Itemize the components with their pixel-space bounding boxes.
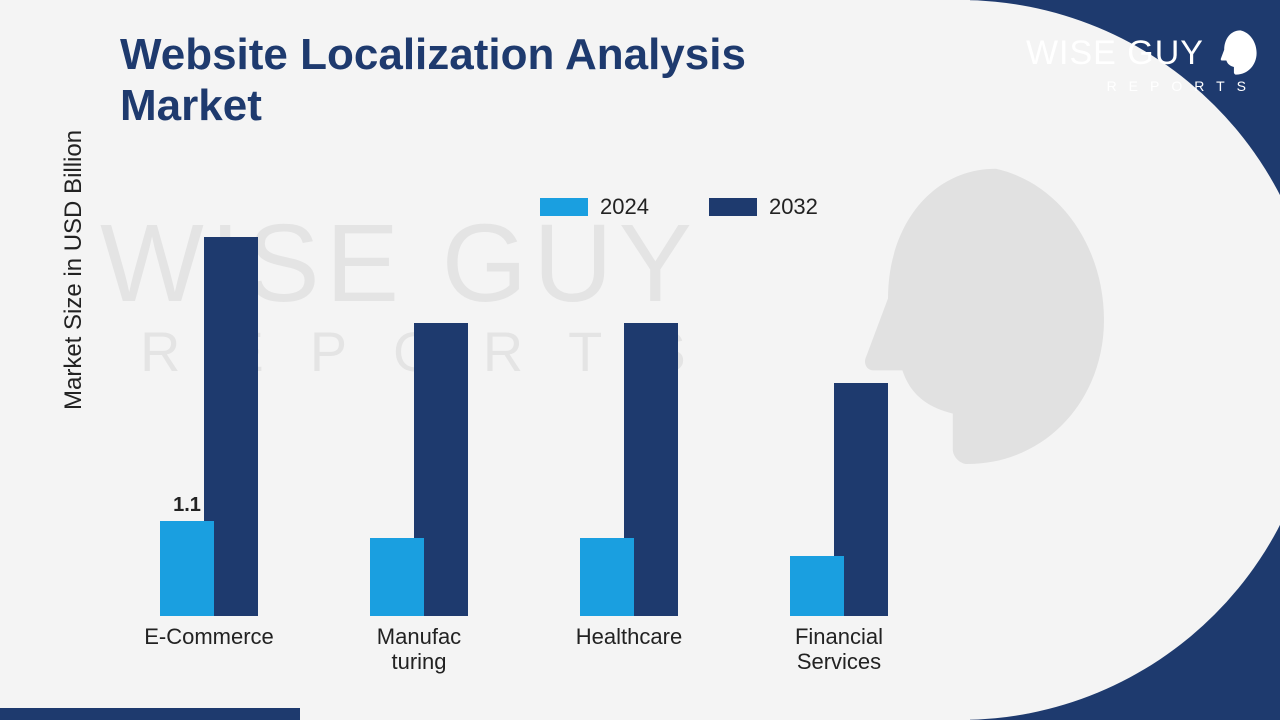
bottom-accent-bar bbox=[0, 708, 300, 720]
chart-canvas: WISE GUY REPORTS Website Localization An… bbox=[0, 0, 1280, 720]
x-axis-label: Healthcare bbox=[549, 624, 709, 649]
x-axis-label: FinancialServices bbox=[759, 624, 919, 675]
bar-2024 bbox=[160, 521, 214, 616]
legend-label-2024: 2024 bbox=[600, 194, 649, 220]
bar-2024 bbox=[580, 538, 634, 616]
bar-2024 bbox=[790, 556, 844, 616]
legend-swatch-2032 bbox=[709, 198, 757, 216]
plot-area: 1.1 bbox=[110, 228, 990, 616]
bar-2024 bbox=[370, 538, 424, 616]
legend-item-2024: 2024 bbox=[540, 194, 649, 220]
x-axis-label: E-Commerce bbox=[129, 624, 289, 649]
brand-logo: WISE GUY REPORTS bbox=[1026, 26, 1262, 94]
y-axis-label: Market Size in USD Billion bbox=[60, 130, 88, 410]
legend-item-2032: 2032 bbox=[709, 194, 818, 220]
chart-title: Website Localization Analysis Market bbox=[120, 30, 840, 131]
brand-line1: WISE GUY bbox=[1026, 34, 1204, 73]
brand-head-icon bbox=[1208, 26, 1262, 80]
legend-swatch-2024 bbox=[540, 198, 588, 216]
legend: 2024 2032 bbox=[540, 194, 818, 220]
brand-line2: REPORTS bbox=[1026, 78, 1258, 94]
legend-label-2032: 2032 bbox=[769, 194, 818, 220]
x-axis-label: Manufacturing bbox=[339, 624, 499, 675]
